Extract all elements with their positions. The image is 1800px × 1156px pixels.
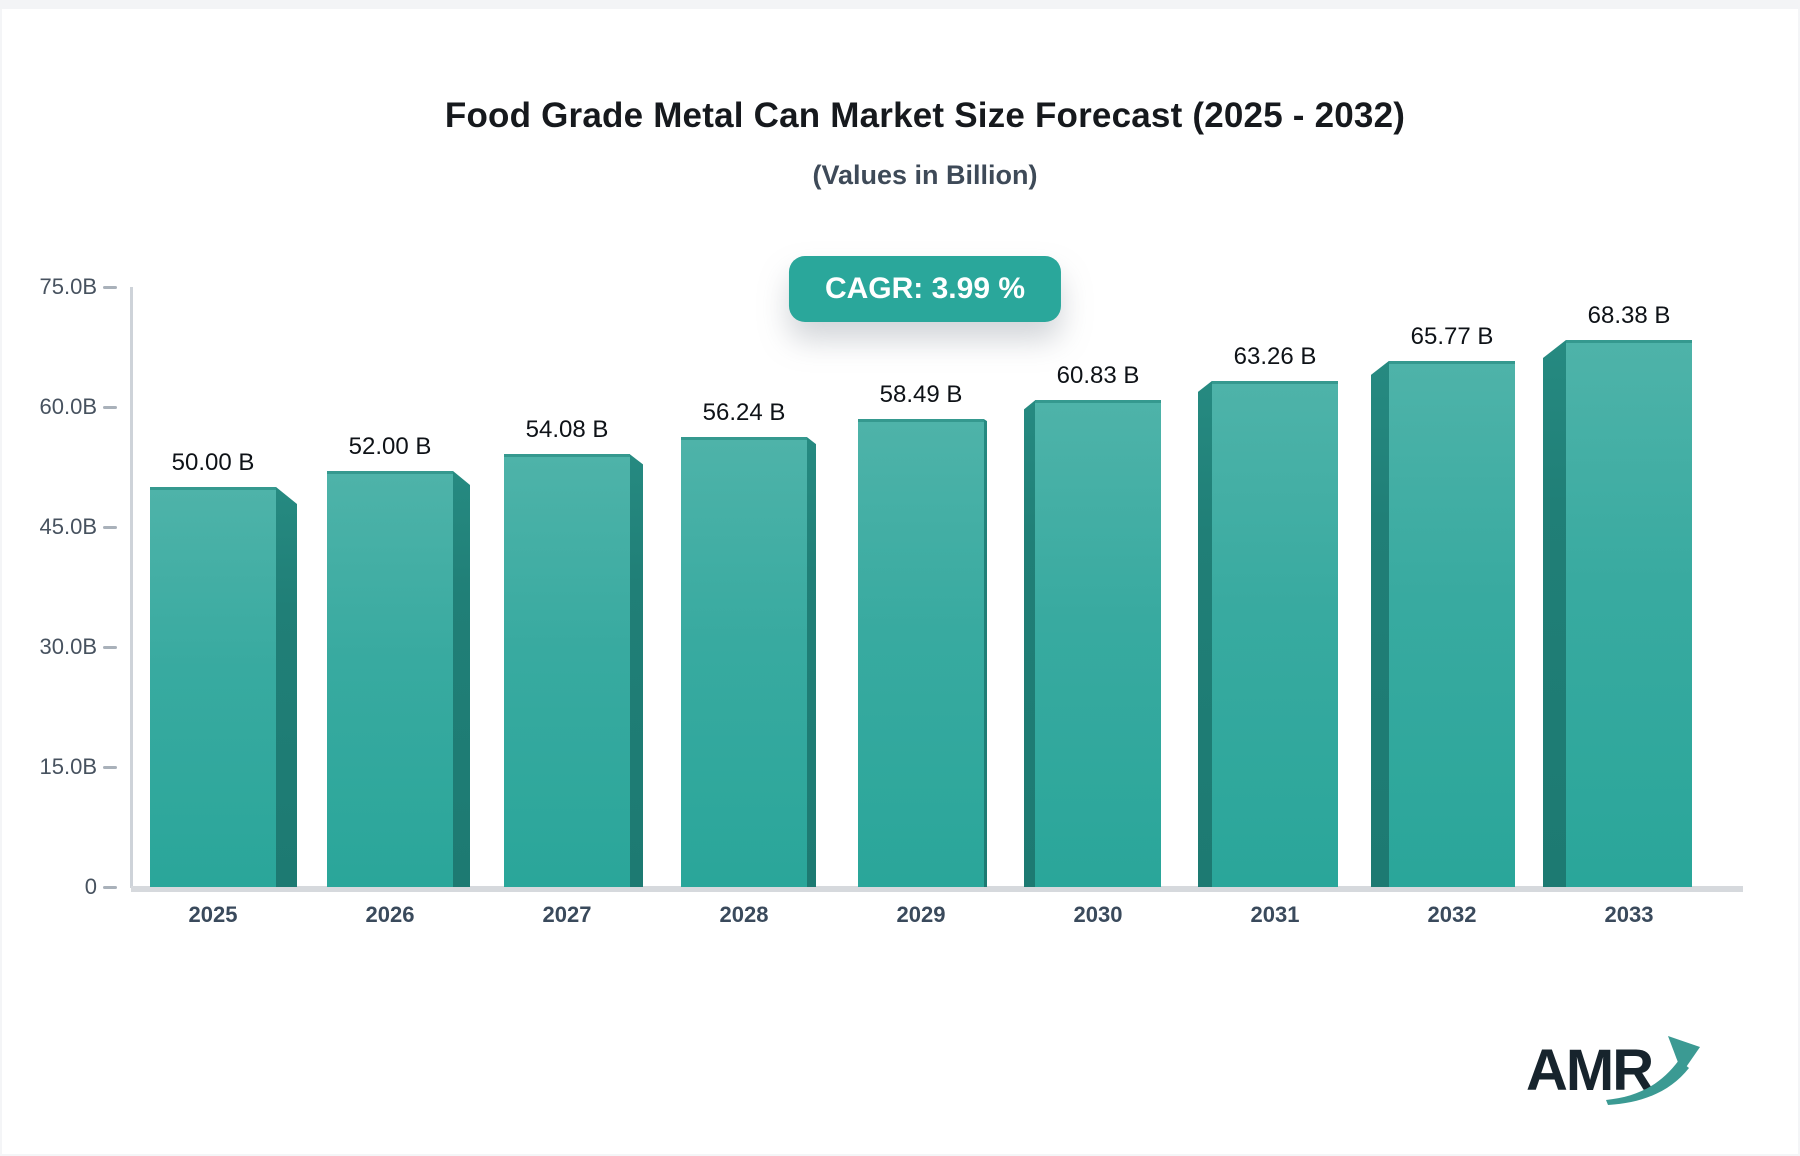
bar-side-panel-2031 bbox=[1198, 380, 1212, 887]
bar-side-panel-2025 bbox=[276, 487, 297, 887]
bar-side-panel-2033 bbox=[1543, 339, 1566, 887]
bar-2025 bbox=[150, 487, 276, 887]
amr-logo-text: AMR bbox=[1526, 1038, 1653, 1103]
y-tick bbox=[103, 525, 117, 529]
y-tick-label: 45.0B bbox=[39, 514, 98, 539]
bar-2026 bbox=[327, 471, 453, 887]
bar-2028 bbox=[681, 437, 807, 887]
y-tick bbox=[103, 765, 117, 769]
amr-logo: AMR bbox=[1522, 1028, 1742, 1120]
bar-value-label-2029: 58.49 B bbox=[879, 381, 963, 409]
amr-logo-arrow-icon bbox=[1606, 1036, 1700, 1105]
bar-2033 bbox=[1566, 339, 1692, 887]
amr-logo-svg: AMR bbox=[1526, 1036, 1700, 1105]
bar-value-label-2033: 68.38 B bbox=[1587, 301, 1671, 329]
y-tick bbox=[103, 405, 117, 409]
bar-2027 bbox=[504, 454, 630, 887]
bar-value-label-2026: 52.00 B bbox=[348, 433, 432, 460]
y-tick bbox=[103, 285, 117, 289]
x-axis-label-2030: 2030 bbox=[1073, 902, 1123, 927]
x-axis-label-2031: 2031 bbox=[1250, 902, 1300, 927]
y-tick-label: 75.0B bbox=[39, 274, 98, 299]
y-tick bbox=[103, 885, 117, 889]
bar-2029 bbox=[858, 419, 984, 887]
bar-value-label-2031: 63.26 B bbox=[1233, 342, 1317, 370]
cagr-badge: CAGR: 3.99 % bbox=[788, 256, 1062, 322]
bar-side-panel-2030 bbox=[1024, 400, 1035, 887]
bar-2032 bbox=[1389, 360, 1515, 887]
chart-subtitle: (Values in Billion) bbox=[812, 160, 1038, 190]
bar-side-panel-2028 bbox=[807, 437, 816, 887]
x-axis-label-2026: 2026 bbox=[365, 902, 415, 927]
x-axis-label-2029: 2029 bbox=[896, 902, 946, 927]
y-tick bbox=[103, 645, 117, 649]
x-axis-label-2027: 2027 bbox=[542, 902, 592, 927]
bar-value-label-2030: 60.83 B bbox=[1056, 362, 1140, 390]
bar-value-label-2032: 65.77 B bbox=[1410, 322, 1494, 350]
bar-side-panel-2032 bbox=[1371, 360, 1389, 887]
x-axis-label-2028: 2028 bbox=[719, 902, 769, 927]
y-tick-label: 15.0B bbox=[39, 754, 98, 779]
y-tick-label: 60.0B bbox=[39, 394, 98, 419]
x-axis-label-2032: 2032 bbox=[1427, 902, 1477, 927]
chart-title: Food Grade Metal Can Market Size Forecas… bbox=[444, 96, 1406, 135]
bar-value-label-2027: 54.08 B bbox=[525, 416, 609, 444]
y-tick-label: 0 bbox=[84, 874, 97, 899]
card-top-border bbox=[0, 0, 1800, 9]
bar-2031 bbox=[1212, 380, 1338, 887]
bar-2030 bbox=[1035, 400, 1161, 887]
x-axis-line bbox=[131, 886, 1743, 892]
bar-value-label-2028: 56.24 B bbox=[702, 399, 786, 427]
bar-side-panel-2027 bbox=[630, 454, 643, 887]
x-axis-label-2033: 2033 bbox=[1604, 902, 1654, 927]
bar-value-label-2025: 50.00 B bbox=[171, 449, 255, 476]
bar-side-panel-2026 bbox=[453, 471, 470, 887]
y-axis-line bbox=[130, 287, 133, 888]
x-axis-label-2025: 2025 bbox=[188, 902, 238, 927]
y-tick-label: 30.0B bbox=[39, 634, 98, 659]
bar-side-panel-2029 bbox=[984, 419, 987, 887]
